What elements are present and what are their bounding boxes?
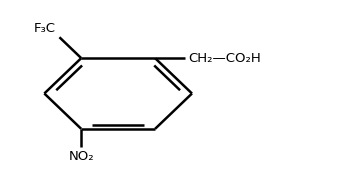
Text: F₃C: F₃C (34, 22, 56, 35)
Text: NO₂: NO₂ (68, 150, 94, 163)
Text: CH₂—CO₂H: CH₂—CO₂H (189, 52, 262, 65)
